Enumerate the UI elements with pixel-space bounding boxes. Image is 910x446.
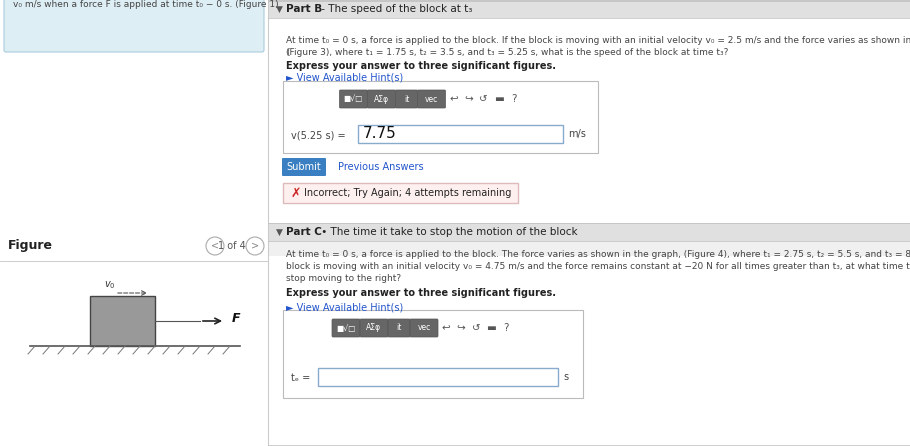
FancyBboxPatch shape bbox=[396, 90, 418, 108]
Bar bbox=[90, 296, 155, 346]
Text: it: it bbox=[404, 95, 410, 103]
FancyBboxPatch shape bbox=[283, 310, 583, 398]
FancyBboxPatch shape bbox=[418, 90, 446, 108]
Bar bbox=[318, 368, 558, 386]
Bar bbox=[268, 241, 910, 256]
Text: block is moving with an initial velocity v₀ = 4.75 m/s and the force remains con: block is moving with an initial velocity… bbox=[286, 262, 910, 271]
Text: ↪: ↪ bbox=[464, 94, 473, 104]
Text: tₑ =: tₑ = bbox=[291, 373, 310, 383]
Text: ↩: ↩ bbox=[441, 323, 450, 333]
Text: Figure: Figure bbox=[8, 240, 53, 252]
Text: • The time it take to stop the motion of the block: • The time it take to stop the motion of… bbox=[318, 227, 578, 237]
Text: ↺: ↺ bbox=[471, 323, 480, 333]
Text: Submit: Submit bbox=[287, 162, 321, 172]
FancyBboxPatch shape bbox=[282, 158, 326, 176]
Text: (Figure 3), where t₁ = 1.75 s, t₂ = 3.5 s, and t₃ = 5.25 s, what is the speed of: (Figure 3), where t₁ = 1.75 s, t₂ = 3.5 … bbox=[286, 48, 728, 57]
Text: vec: vec bbox=[418, 323, 430, 333]
Text: 1 of 4: 1 of 4 bbox=[218, 241, 246, 251]
Bar bbox=[268, 0, 910, 18]
Text: $v_0$: $v_0$ bbox=[104, 279, 116, 291]
Bar bbox=[268, 0, 910, 446]
Text: ↩: ↩ bbox=[450, 94, 458, 104]
Text: (: ( bbox=[286, 48, 289, 57]
Text: stop moving to the right?: stop moving to the right? bbox=[286, 274, 401, 283]
Text: At time t₀ = 0 s, a force is applied to the block. The force varies as shown in : At time t₀ = 0 s, a force is applied to … bbox=[286, 250, 910, 259]
Text: - The speed of the block at t₃: - The speed of the block at t₃ bbox=[318, 4, 472, 14]
FancyBboxPatch shape bbox=[283, 183, 518, 203]
Bar bbox=[268, 223, 910, 241]
Text: F: F bbox=[232, 313, 240, 326]
Text: ▼: ▼ bbox=[276, 227, 283, 236]
Text: >: > bbox=[251, 241, 259, 251]
FancyBboxPatch shape bbox=[360, 319, 388, 337]
Text: At time t₀ = 0 s, a force is applied to the block. If the block is moving with a: At time t₀ = 0 s, a force is applied to … bbox=[286, 36, 910, 45]
Bar bbox=[358, 125, 563, 143]
Text: ▼: ▼ bbox=[276, 4, 283, 13]
Text: Previous Answers: Previous Answers bbox=[338, 162, 424, 172]
Text: ↪: ↪ bbox=[457, 323, 465, 333]
Text: AΣφ: AΣφ bbox=[367, 323, 381, 333]
FancyBboxPatch shape bbox=[283, 81, 598, 153]
FancyBboxPatch shape bbox=[388, 319, 410, 337]
Text: s: s bbox=[563, 372, 568, 382]
Text: ► View Available Hint(s): ► View Available Hint(s) bbox=[286, 73, 403, 83]
Text: Incorrect; Try Again; 4 attempts remaining: Incorrect; Try Again; 4 attempts remaini… bbox=[304, 188, 511, 198]
FancyBboxPatch shape bbox=[4, 0, 264, 52]
Text: ?: ? bbox=[511, 94, 516, 104]
Text: vec: vec bbox=[425, 95, 438, 103]
Text: Part B: Part B bbox=[286, 4, 322, 14]
Text: ▬: ▬ bbox=[486, 323, 496, 333]
Text: Express your answer to three significant figures.: Express your answer to three significant… bbox=[286, 61, 556, 71]
Text: ▬: ▬ bbox=[493, 94, 503, 104]
Text: ■√□: ■√□ bbox=[344, 95, 363, 103]
Text: Part C: Part C bbox=[286, 227, 322, 237]
FancyBboxPatch shape bbox=[332, 319, 360, 337]
Text: v(5.25 s) =: v(5.25 s) = bbox=[291, 130, 346, 140]
FancyBboxPatch shape bbox=[339, 90, 368, 108]
Text: m/s: m/s bbox=[568, 129, 586, 139]
Bar bbox=[0, 0, 268, 446]
Text: ■√□: ■√□ bbox=[337, 323, 356, 333]
Text: Express your answer to three significant figures.: Express your answer to three significant… bbox=[286, 288, 556, 298]
Text: 7.75: 7.75 bbox=[363, 127, 397, 141]
FancyBboxPatch shape bbox=[368, 90, 396, 108]
FancyBboxPatch shape bbox=[410, 319, 438, 337]
Text: ↺: ↺ bbox=[480, 94, 488, 104]
Text: ?: ? bbox=[503, 323, 509, 333]
Text: v₀ m/s when a force F is applied at time t₀ − 0 s. (Figure 1): v₀ m/s when a force F is applied at time… bbox=[13, 0, 278, 9]
Text: AΣφ: AΣφ bbox=[374, 95, 389, 103]
Text: ✗: ✗ bbox=[291, 186, 301, 199]
Text: ► View Available Hint(s): ► View Available Hint(s) bbox=[286, 302, 403, 312]
Text: it: it bbox=[397, 323, 401, 333]
Text: <: < bbox=[211, 241, 219, 251]
